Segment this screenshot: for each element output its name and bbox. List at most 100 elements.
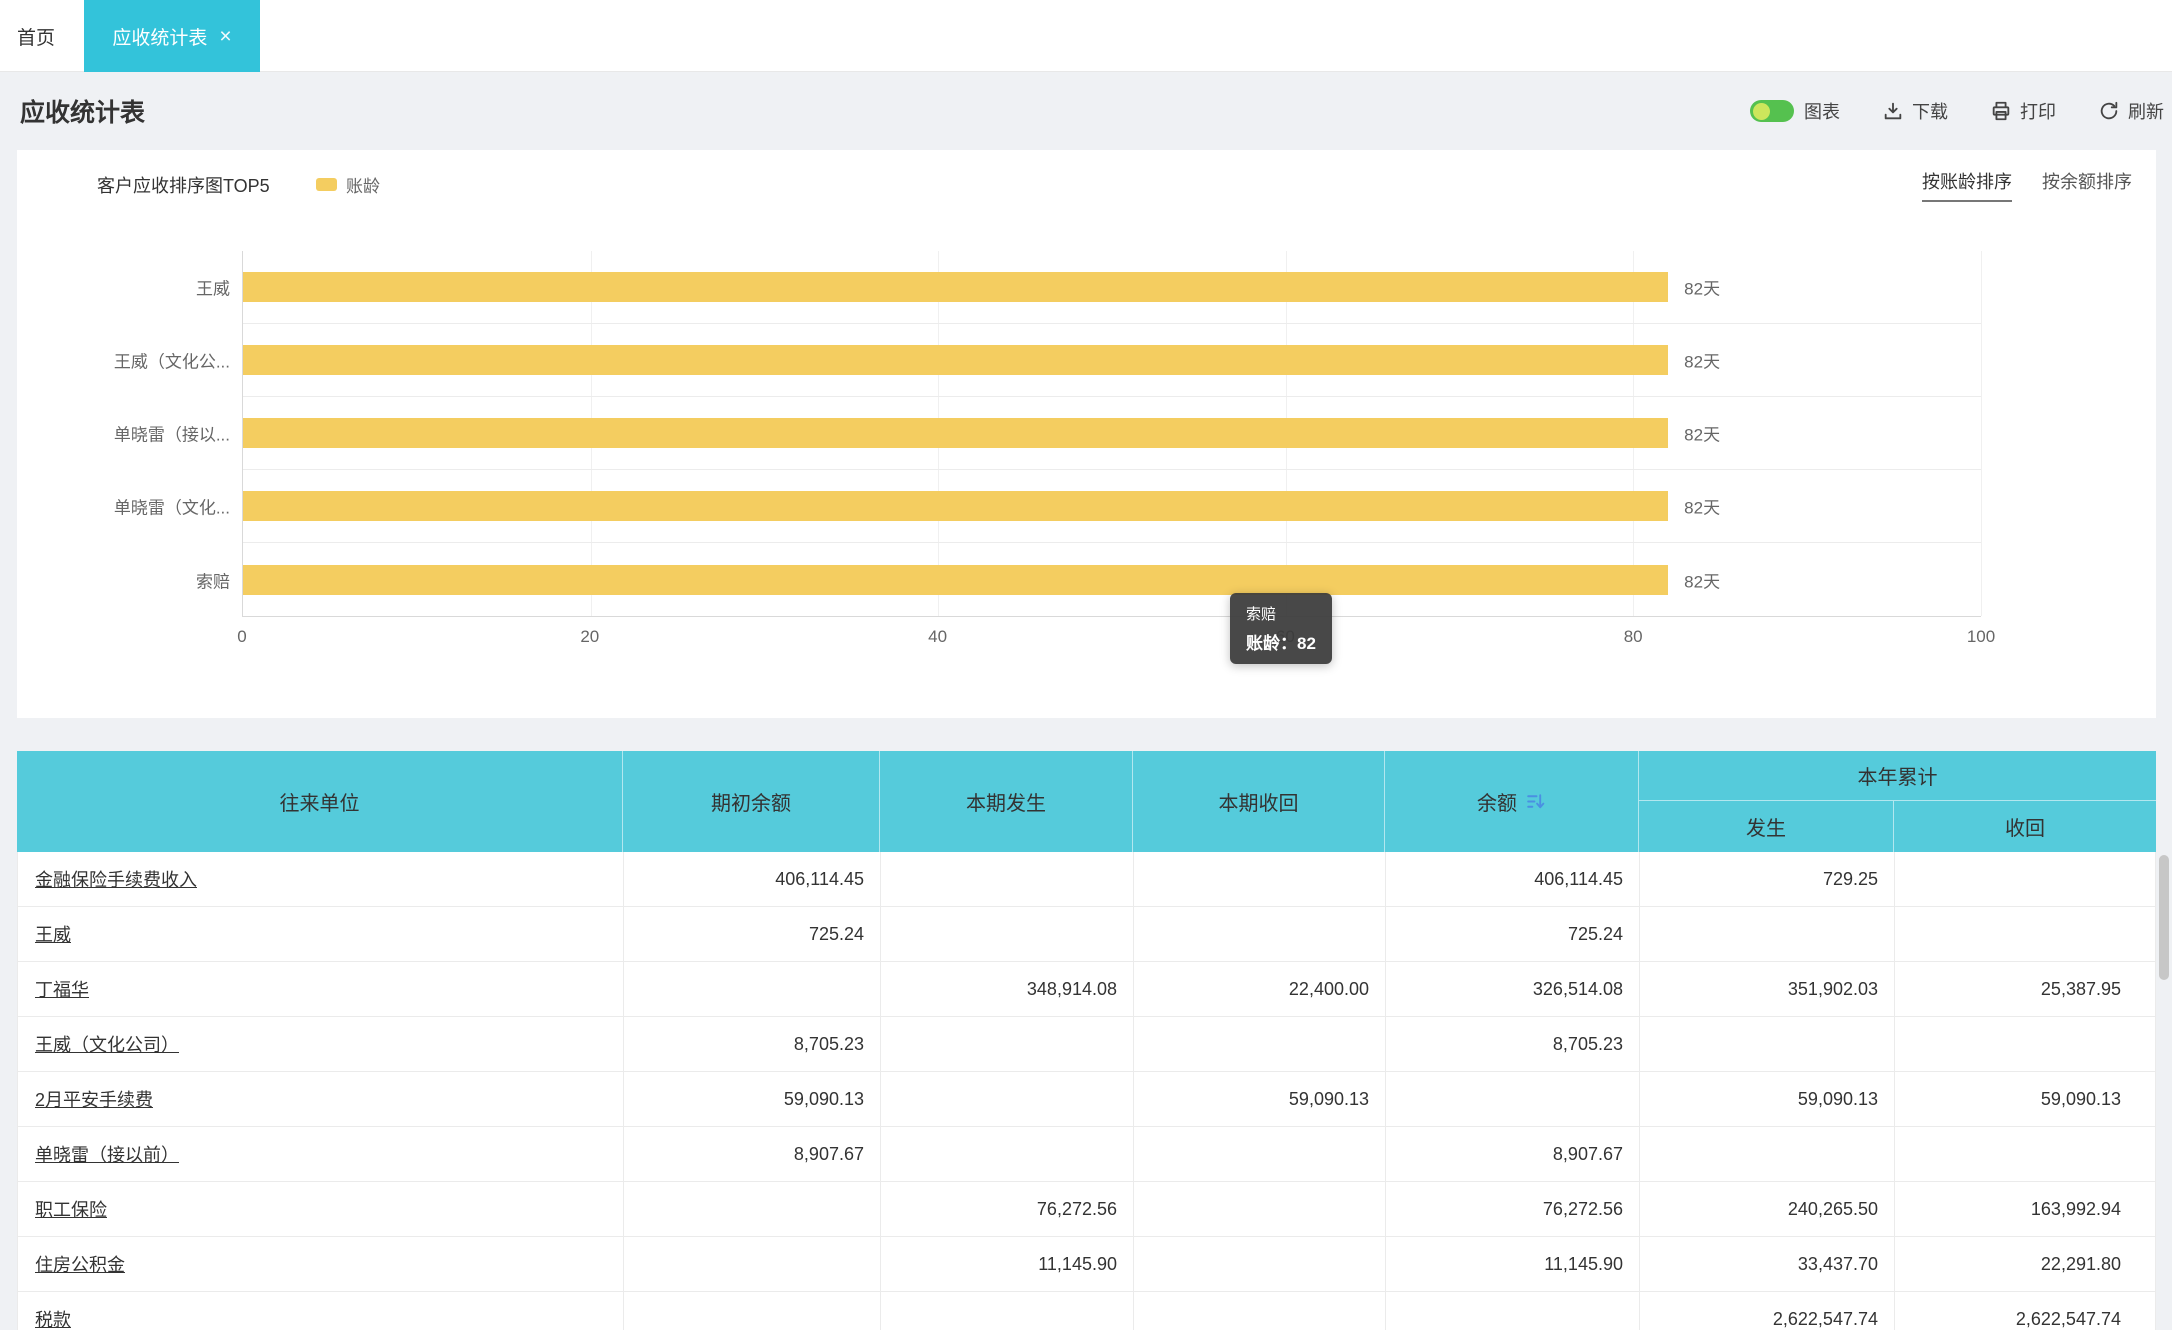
legend-label: 账龄 bbox=[346, 177, 380, 196]
unit-link[interactable]: 金融保险手续费收入 bbox=[35, 870, 197, 890]
x-tick-label: 100 bbox=[1966, 627, 1996, 646]
table-cell: 406,114.45 bbox=[624, 852, 881, 906]
table-cell: 348,914.08 bbox=[881, 962, 1134, 1016]
table-cell bbox=[881, 1127, 1134, 1181]
x-tick-label: 80 bbox=[1623, 627, 1643, 646]
print-icon bbox=[1992, 101, 2010, 121]
table-cell: 8,907.67 bbox=[1386, 1127, 1640, 1181]
table-cell: 59,090.13 bbox=[1134, 1072, 1386, 1126]
column-header-balance[interactable]: 余额 bbox=[1385, 751, 1639, 852]
page-header: 应收统计表 图表 下载 打印 bbox=[0, 72, 2172, 150]
chart-band: 单晓雷（文化... 82天 bbox=[114, 470, 1981, 543]
print-button[interactable]: 打印 bbox=[1990, 98, 2056, 124]
unit-link[interactable]: 职工保险 bbox=[35, 1200, 107, 1220]
bar-3[interactable] bbox=[243, 491, 1669, 521]
column-header-opening-balance: 期初余额 bbox=[623, 751, 880, 852]
tab-home[interactable]: 首页 bbox=[0, 0, 72, 72]
unit-cell: 单晓雷（接以前） bbox=[18, 1127, 624, 1181]
sort-icon[interactable] bbox=[1525, 791, 1546, 812]
unit-link[interactable]: 2月平安手续费 bbox=[35, 1090, 154, 1110]
bar-0[interactable] bbox=[243, 272, 1669, 302]
table-cell bbox=[1134, 1127, 1386, 1181]
x-tick-label: 20 bbox=[580, 627, 600, 646]
column-header-ytd-recovered: 收回 bbox=[2005, 818, 2045, 840]
refresh-label: 刷新 bbox=[2128, 102, 2164, 122]
table-cell bbox=[881, 1017, 1134, 1071]
ytd-group-label: 本年累计 bbox=[1639, 751, 2156, 801]
tab-bar: 首页 应收统计表 × bbox=[0, 0, 2172, 72]
sort-by-aging-tab[interactable]: 按账龄排序 bbox=[1922, 168, 2012, 202]
table-cell: 8,705.23 bbox=[624, 1017, 881, 1071]
tab-close-icon[interactable]: × bbox=[219, 24, 232, 48]
bar-value-label: 82天 bbox=[1684, 498, 1721, 518]
table-body: 金融保险手续费收入 406,114.45 406,114.45 729.25 王威 725… bbox=[17, 852, 2156, 1330]
scrollbar-thumb[interactable] bbox=[2159, 855, 2169, 980]
chart-band: 王威 82天 bbox=[196, 251, 1981, 324]
toggle-knob-icon bbox=[1753, 102, 1770, 120]
table-cell bbox=[881, 907, 1134, 961]
table-cell: 59,090.13 bbox=[2040, 1088, 2121, 1109]
table-header: 往来单位 期初余额 本期发生 本期收回 余额 本年累计 发生 收回 bbox=[17, 751, 2156, 852]
category-label: 单晓雷（接以... bbox=[113, 425, 230, 445]
unit-link[interactable]: 住房公积金 bbox=[35, 1255, 125, 1275]
chart-plot: 王威 82天 王威（文化公... 82天 单晓雷（接以... 82天 单晓雷（文化... 82… bbox=[114, 251, 1982, 617]
bar-4[interactable] bbox=[243, 564, 1669, 595]
x-tick-label: 0 bbox=[237, 627, 247, 646]
table-cell bbox=[1134, 907, 1386, 961]
category-label: 单晓雷（文化... bbox=[113, 498, 230, 518]
table-cell: 59,090.13 bbox=[624, 1072, 881, 1126]
tab-receivables-report[interactable]: 应收统计表 × bbox=[84, 0, 260, 72]
table-row: 单晓雷（接以前） 8,907.67 8,907.67 bbox=[17, 1127, 2156, 1182]
column-header-period-recovered: 本期收回 bbox=[1133, 751, 1385, 852]
table-cell bbox=[1895, 1017, 2156, 1071]
sort-by-balance-tab[interactable]: 按余额排序 bbox=[2042, 172, 2132, 192]
toolbar: 图表 下载 打印 刷新 bbox=[1750, 72, 2164, 150]
unit-link[interactable]: 税款 bbox=[35, 1310, 71, 1330]
table-cell: 76,272.56 bbox=[1386, 1182, 1640, 1236]
table-cell bbox=[1134, 1182, 1386, 1236]
unit-cell: 丁福华 bbox=[18, 962, 624, 1016]
chart-band: 单晓雷（接以... 82天 bbox=[114, 397, 1981, 470]
unit-link[interactable]: 王威（文化公司） bbox=[35, 1035, 179, 1055]
unit-link[interactable]: 王威 bbox=[35, 925, 71, 945]
unit-cell: 王威（文化公司） bbox=[18, 1017, 624, 1071]
receivables-table: 往来单位 期初余额 本期发生 本期收回 余额 本年累计 发生 收回 金融保险手续… bbox=[17, 751, 2156, 1330]
table-cell: 11,145.90 bbox=[1386, 1237, 1640, 1291]
table-cell: 22,400.00 bbox=[1134, 962, 1386, 1016]
refresh-button[interactable]: 刷新 bbox=[2098, 98, 2164, 124]
table-row: 王威 725.24 725.24 bbox=[17, 907, 2156, 962]
ytd-subheaders: 发生 收回 bbox=[1639, 801, 2156, 852]
gridline bbox=[1981, 251, 1982, 616]
column-header-unit: 往来单位 bbox=[17, 751, 623, 852]
table-row: 王威（文化公司） 8,705.23 8,705.23 bbox=[17, 1017, 2156, 1072]
unit-link[interactable]: 丁福华 bbox=[35, 980, 89, 1000]
unit-cell: 住房公积金 bbox=[18, 1237, 624, 1291]
table-row: 金融保险手续费收入 406,114.45 406,114.45 729.25 bbox=[17, 852, 2156, 907]
chart-toggle-label: 图表 bbox=[1804, 102, 1840, 122]
table-cell: 22,291.80 bbox=[2040, 1253, 2121, 1274]
refresh-icon bbox=[2100, 101, 2118, 120]
table-row: 丁福华 348,914.08 22,400.00 326,514.08 351,902.… bbox=[17, 962, 2156, 1017]
bar-1[interactable] bbox=[243, 345, 1669, 375]
chart-card: 客户应收排序图TOP5 账龄 按账龄排序 按余额排序 王威 82天 王威（文化公..… bbox=[17, 150, 2156, 718]
bar-value-label: 82天 bbox=[1684, 425, 1721, 445]
table-cell bbox=[624, 1237, 881, 1291]
tooltip-value: 账龄：82 bbox=[1246, 634, 1316, 653]
unit-cell: 2月平安手续费 bbox=[18, 1072, 624, 1126]
table-cell bbox=[1134, 1237, 1386, 1291]
chart-legend[interactable]: 账龄 bbox=[316, 172, 380, 197]
table-cell: 2,622,547.74 bbox=[1640, 1292, 1895, 1330]
table-cell bbox=[1640, 1017, 1895, 1071]
table-cell: 2,622,547.74 bbox=[2015, 1308, 2121, 1329]
unit-link[interactable]: 单晓雷（接以前） bbox=[35, 1145, 179, 1165]
chart-toggle[interactable] bbox=[1750, 100, 1794, 122]
category-label: 王威（文化公... bbox=[113, 352, 230, 372]
download-button[interactable]: 下载 bbox=[1882, 98, 1948, 124]
bar-2[interactable] bbox=[243, 418, 1669, 448]
download-label: 下载 bbox=[1912, 102, 1948, 122]
table-cell: 33,437.70 bbox=[1640, 1237, 1895, 1291]
tooltip-category: 索赔 bbox=[1246, 606, 1277, 623]
table-cell bbox=[624, 1182, 881, 1236]
table-cell: 8,705.23 bbox=[1386, 1017, 1640, 1071]
